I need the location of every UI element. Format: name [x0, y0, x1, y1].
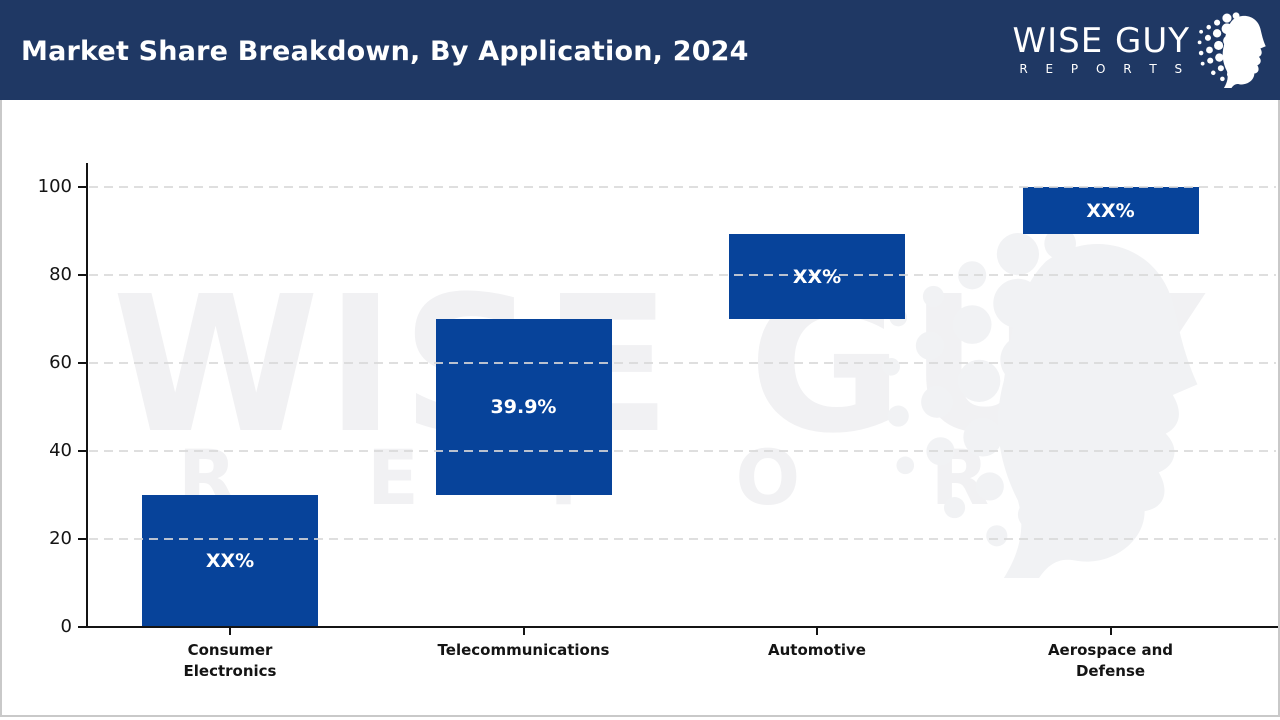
x-tick [1109, 628, 1112, 635]
bar-telecommunications [435, 319, 612, 495]
y-tick [78, 450, 86, 452]
y-tick-label: 40 [49, 440, 72, 461]
y-tick [78, 538, 86, 540]
brand-subtitle: R E P O R T S [1019, 61, 1190, 76]
brand-logo-text: WISE GUY R E P O R T S [1012, 21, 1190, 76]
gridline [89, 450, 1276, 452]
x-category-label: Consumer Electronics [183, 641, 277, 681]
brand-face-icon [1192, 9, 1268, 91]
x-axis-spine [86, 626, 1280, 628]
x-category-label: Aerospace and Defense [1047, 641, 1174, 681]
y-tick-label: 20 [49, 528, 72, 549]
y-tick-label: 100 [37, 176, 72, 197]
gridline [89, 274, 1276, 276]
x-tick [522, 628, 525, 635]
y-tick-label: 0 [60, 616, 72, 637]
page-title: Market Share Breakdown, By Application, … [21, 36, 749, 67]
gridline [89, 538, 1276, 540]
bar-value-label: XX% [1086, 199, 1135, 222]
bar-value-label: XX% [792, 265, 842, 288]
bar-value-label: XX% [205, 550, 255, 572]
gridline [89, 362, 1276, 364]
x-tick [229, 628, 231, 635]
y-tick [78, 274, 86, 276]
header: Market Share Breakdown, By Application, … [0, 0, 1280, 100]
bar-automotive [729, 234, 905, 320]
y-axis-spine [86, 163, 88, 628]
frame-border-right [1278, 100, 1280, 716]
watermark-face-icon [856, 222, 1208, 582]
gridline [89, 186, 1276, 188]
y-tick [78, 362, 86, 364]
y-tick-label: 80 [49, 264, 72, 285]
bar-consumer-electronics [142, 495, 318, 627]
bar-aerospace-and-defense [1022, 187, 1199, 235]
x-category-label: Telecommunications [437, 641, 610, 659]
brand-name: WISE GUY [1012, 21, 1190, 62]
y-tick-label: 60 [49, 352, 72, 373]
frame-border-bottom [0, 715, 1280, 717]
x-tick [816, 628, 818, 635]
y-tick [78, 186, 86, 188]
bar-value-label: 39.9% [490, 396, 557, 419]
y-tick [78, 626, 86, 628]
x-category-label: Automotive [768, 641, 866, 659]
frame-border-left [0, 100, 2, 716]
brand-logo: WISE GUY R E P O R T S [1012, 6, 1268, 94]
